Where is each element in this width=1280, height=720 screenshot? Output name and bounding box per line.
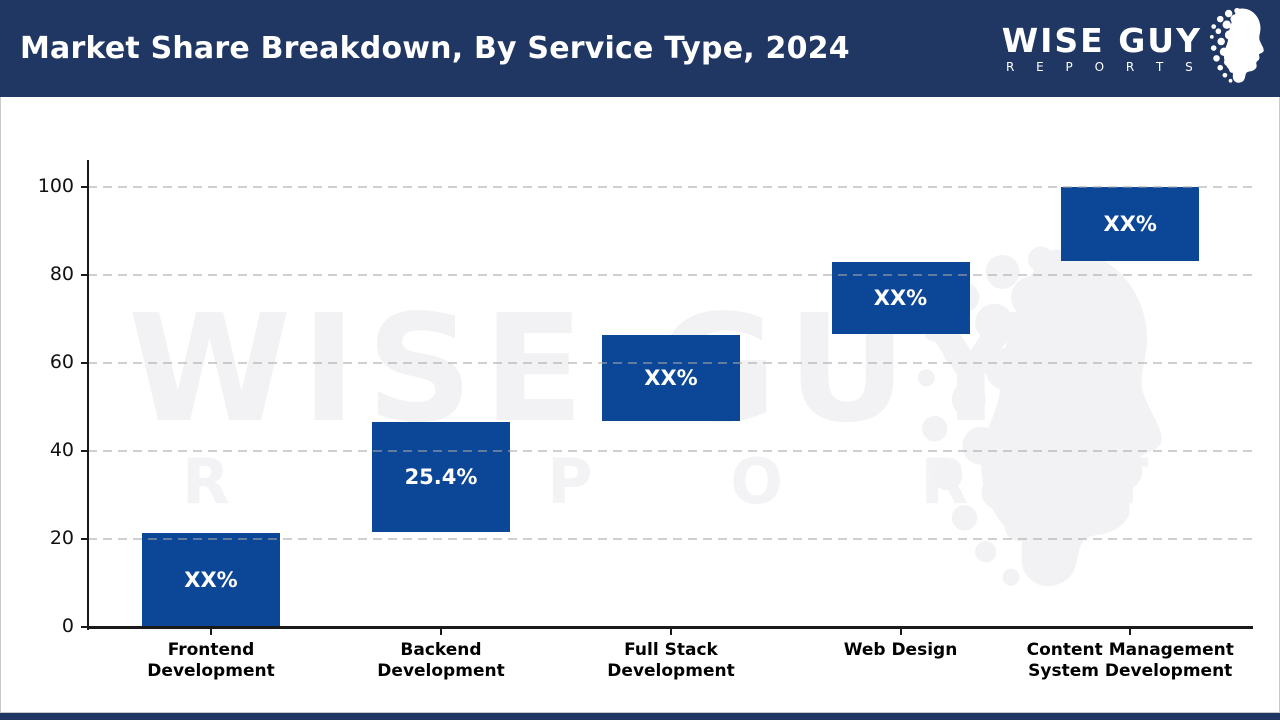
x-tick-mark bbox=[440, 629, 442, 635]
y-tick-mark bbox=[81, 274, 88, 276]
chart-plot-area: 0 20 40 60 80 100 XX% Frontend Development 25.4%… bbox=[0, 97, 1280, 713]
y-axis-line bbox=[87, 160, 89, 630]
gridline bbox=[88, 538, 1253, 540]
x-axis-line bbox=[87, 626, 1253, 629]
brand-subname: R E P O R T S bbox=[1005, 59, 1202, 74]
bar-segment: XX% bbox=[831, 261, 970, 334]
x-category-label: Content Management System Development bbox=[1026, 640, 1234, 682]
brand-head-icon bbox=[1209, 7, 1264, 83]
gridline bbox=[88, 186, 1253, 188]
bar-segment: XX% bbox=[1061, 187, 1200, 261]
y-tick-label: 0 bbox=[61, 615, 74, 637]
bar-segment: XX% bbox=[602, 334, 740, 422]
bar-value-label: XX% bbox=[873, 285, 928, 310]
brand-logo-text: WISE GUY R E P O R T S bbox=[1002, 24, 1202, 74]
bar-segment: XX% bbox=[142, 533, 280, 627]
x-category-label: Full Stack Development bbox=[607, 640, 735, 682]
y-tick-mark bbox=[81, 626, 88, 628]
y-tick-label: 80 bbox=[49, 263, 74, 285]
bar-value-label: 25.4% bbox=[404, 464, 478, 489]
x-tick-mark bbox=[210, 629, 212, 635]
bar-value-label: XX% bbox=[184, 568, 238, 593]
x-category-label: Frontend Development bbox=[147, 640, 275, 682]
x-tick-mark bbox=[1129, 629, 1132, 635]
y-tick-label: 60 bbox=[49, 351, 74, 373]
y-tick-label: 40 bbox=[49, 439, 74, 461]
bar-value-label: XX% bbox=[1103, 211, 1157, 236]
y-tick-label: 20 bbox=[49, 527, 74, 549]
y-tick-mark bbox=[81, 362, 88, 364]
y-tick-mark bbox=[81, 186, 88, 188]
footer-bar bbox=[0, 713, 1280, 720]
gridline bbox=[88, 362, 1253, 364]
x-tick-mark bbox=[670, 629, 672, 635]
gridline bbox=[88, 274, 1253, 276]
brand-logo: WISE GUY R E P O R T S bbox=[1002, 0, 1268, 97]
y-tick-mark bbox=[81, 538, 88, 540]
y-tick-label: 100 bbox=[37, 175, 74, 197]
y-tick-mark bbox=[81, 450, 88, 452]
bar-value-label: XX% bbox=[644, 365, 698, 390]
brand-name: WISE GUY bbox=[1001, 20, 1202, 60]
gridline bbox=[88, 450, 1253, 452]
bar-segment: 25.4% bbox=[372, 421, 510, 532]
page-title: Market Share Breakdown, By Service Type,… bbox=[20, 31, 850, 66]
x-category-label: Backend Development bbox=[377, 640, 505, 682]
watermark-head-icon bbox=[917, 246, 1162, 587]
x-tick-mark bbox=[899, 629, 902, 635]
header-bar: Market Share Breakdown, By Service Type,… bbox=[0, 0, 1280, 97]
x-category-label: Web Design bbox=[843, 640, 958, 660]
